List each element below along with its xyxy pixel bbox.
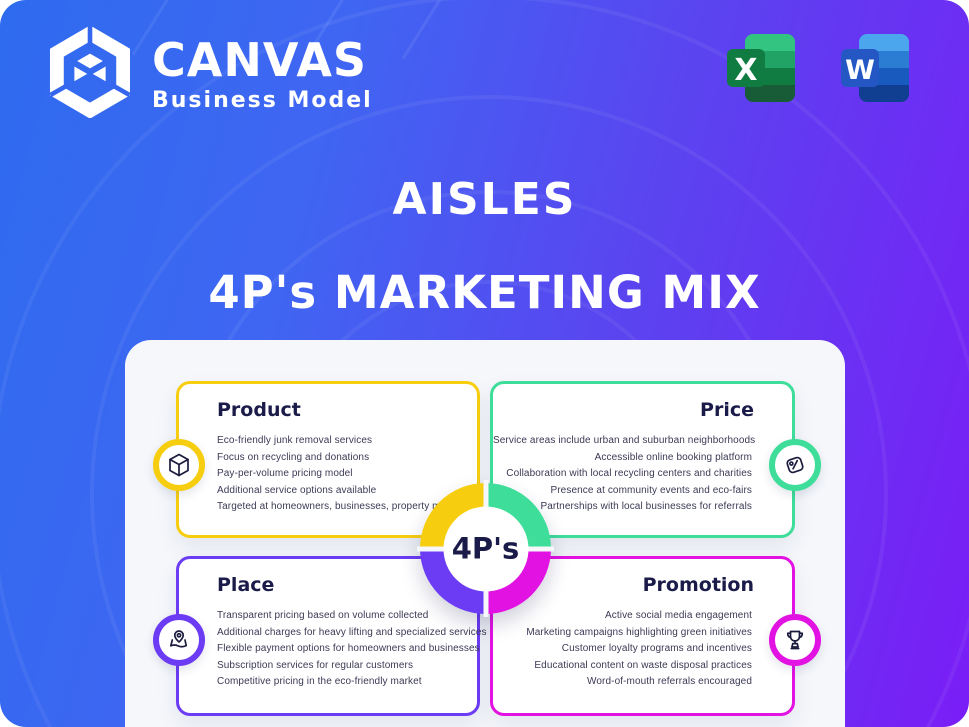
quadrant-item: Focus on recycling and donations <box>217 451 370 463</box>
hexagon-logo-icon <box>44 25 136 123</box>
download-format-badges: X W <box>721 28 915 108</box>
quadrant-item: Flexible payment options for homeowners … <box>217 643 480 654</box>
cube-icon <box>153 439 205 491</box>
quadrant-item: Subscription services for regular custom… <box>217 659 414 671</box>
quadrant-item: Additional charges for heavy lifting and… <box>217 626 487 638</box>
company-name-heading: AISLES <box>392 174 577 225</box>
page-title: 4P's MARKETING MIX <box>208 266 761 319</box>
brand-lockup: CANVAS Business Model <box>44 25 373 123</box>
quadrant-item: Educational content on waste disposal pr… <box>534 659 752 671</box>
map-pin-icon <box>153 614 205 666</box>
word-letter: W <box>845 55 875 86</box>
four-ps-donut: 4P's <box>417 480 554 617</box>
quadrant-item: Active social media engagement <box>605 610 752 621</box>
brand-tagline: Business Model <box>152 87 373 113</box>
infographic-sheet: Product Eco-friendly junk removal servic… <box>125 340 845 727</box>
trophy-icon <box>769 614 821 666</box>
quadrant-item: Accessible online booking platform <box>594 451 752 463</box>
quadrant-item: Marketing campaigns highlighting green i… <box>526 626 752 638</box>
quadrant-item: Targeted at homeowners, businesses, prop… <box>217 501 478 512</box>
quadrant-item: Additional service options available <box>217 484 377 496</box>
quadrant-item: Pay-per-volume pricing model <box>217 468 353 479</box>
quadrant-item: Customer loyalty programs and incentives <box>561 643 752 654</box>
quadrant-item: Word-of-mouth referrals encouraged <box>587 676 752 687</box>
quadrant-item: Partnerships with local businesses for r… <box>540 501 752 512</box>
quadrant-item: Competitive pricing in the eco-friendly … <box>217 676 422 687</box>
background-stripe <box>401 0 442 60</box>
quadrant-title: Product <box>217 399 301 421</box>
quadrant-title: Promotion <box>642 574 754 596</box>
price-tag-icon <box>769 439 821 491</box>
word-file-icon[interactable]: W <box>835 28 915 108</box>
excel-letter: X <box>734 53 757 88</box>
excel-file-icon[interactable]: X <box>721 28 801 108</box>
quadrant-item: Service areas include urban and suburban… <box>493 435 756 446</box>
quadrant-item: Eco-friendly junk removal services <box>217 435 373 446</box>
brand-name: CANVAS <box>152 32 368 87</box>
quadrant-item: Transparent pricing based on volume coll… <box>217 610 429 621</box>
product-quadrant-card: Product Eco-friendly junk removal servic… <box>176 381 480 538</box>
four-ps-label: 4P's <box>443 506 528 591</box>
quadrant-title: Price <box>700 399 754 421</box>
price-quadrant-card: Price Service areas include urban and su… <box>490 381 795 538</box>
quadrant-title: Place <box>217 574 275 596</box>
quadrant-item: Presence at community events and eco-fai… <box>550 484 752 496</box>
quadrant-item: Collaboration with local recycling cente… <box>506 468 752 479</box>
